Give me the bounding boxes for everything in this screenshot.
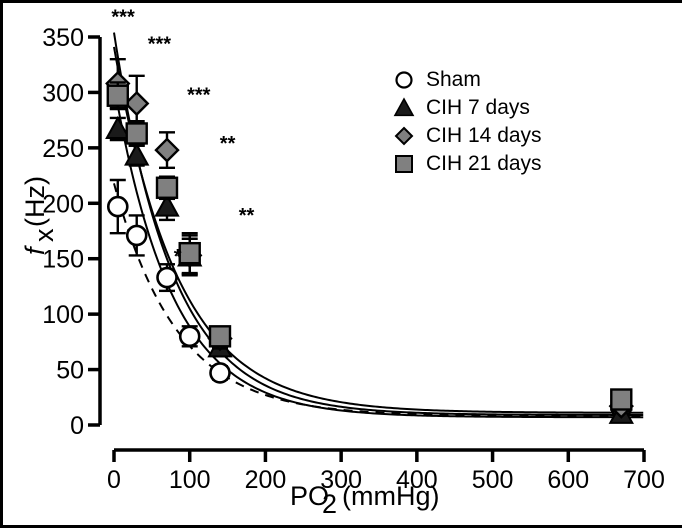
significance-marker: *: [174, 246, 182, 268]
x-axis-tick-labels: 0 100 200 300 400 500 600 700: [107, 466, 665, 494]
chart-legend: Sham CIH 7 days CIH 14 days CIH 21 days: [393, 68, 542, 175]
open-circle-marker: [395, 71, 413, 89]
x-axis-ticks: [112, 450, 646, 462]
y-axis-title-main: f: [20, 245, 50, 255]
series-sham: [106, 178, 633, 420]
x-axis: 0 100 200 300 400 500 600 700: [107, 448, 665, 494]
legend-item-cih-14-days[interactable]: CIH 14 days: [394, 124, 542, 147]
figure-border-top: [0, 0, 682, 3]
y-axis-title-subscript: x: [29, 228, 59, 242]
legend-item-label: CIH 7 days: [426, 96, 530, 119]
significance-marker: **: [220, 133, 236, 155]
gray-square-marker: [208, 325, 232, 348]
fit-curve-sham: [113, 183, 644, 418]
filled-triangle-marker: [124, 142, 150, 166]
x-tick-label: 400: [396, 466, 438, 494]
y-tick-label: 300: [42, 79, 84, 107]
data-series-layer: [105, 57, 634, 424]
y-tick-label: 50: [56, 357, 84, 385]
y-tick-label: 200: [42, 190, 84, 218]
filled-triangle-marker: [154, 193, 180, 217]
open-circle-marker: [209, 362, 231, 384]
gray-square-marker: [395, 155, 413, 173]
figure-border-bottom: [0, 525, 682, 528]
y-tick-label: 150: [42, 246, 84, 274]
gray-square-marker: [610, 388, 633, 411]
y-axis-title-unit: (Hz): [20, 176, 50, 227]
filled-triangle-marker: [105, 115, 131, 140]
gray-square-marker: [178, 241, 201, 265]
legend-item-sham[interactable]: Sham: [395, 68, 481, 91]
y-axis-title: f x (Hz): [20, 176, 59, 255]
gray-diamond-marker: [394, 126, 414, 146]
filled-triangle-marker: [393, 97, 415, 117]
significance-annotations: **************: [111, 7, 254, 268]
x-axis-title-main: PO: [290, 481, 329, 511]
x-tick-label: 200: [245, 466, 287, 494]
y-tick-label: 250: [42, 135, 84, 163]
gray-diamond-marker: [124, 90, 150, 117]
significance-marker: ***: [148, 33, 172, 55]
gray-diamond-marker: [154, 137, 180, 163]
fit-curve-cih-14-days: [113, 32, 644, 416]
series-cih-7-days: [105, 115, 634, 424]
fitted-curves: [113, 32, 644, 419]
gray-square-marker: [155, 176, 179, 199]
y-tick-label: 100: [42, 301, 84, 329]
x-axis-title: PO 2 (mmHg): [290, 481, 439, 519]
open-circle-marker: [178, 325, 201, 348]
significance-marker: ***: [111, 7, 135, 29]
fit-curve-cih-7-days: [113, 84, 644, 419]
gray-square-marker: [125, 122, 148, 145]
legend-item-label: CIH 14 days: [426, 124, 542, 147]
y-tick-label: 350: [42, 24, 84, 52]
legend-item-label: CIH 21 days: [426, 152, 542, 175]
gray-square-marker: [106, 84, 129, 107]
significance-marker: **: [239, 205, 255, 227]
legend-item-label: Sham: [426, 68, 481, 91]
legend-item-cih-21-days[interactable]: CIH 21 days: [395, 152, 542, 175]
legend-item-cih-7-days[interactable]: CIH 7 days: [393, 96, 530, 119]
y-tick-label: 0: [70, 412, 84, 440]
x-tick-label: 0: [107, 466, 121, 494]
x-tick-label: 700: [623, 466, 665, 494]
x-tick-label: 100: [169, 466, 211, 494]
figure-border-left: [0, 0, 3, 528]
x-axis-title-subscript: 2: [322, 489, 337, 519]
x-tick-label: 600: [547, 466, 589, 494]
y-axis: 0 50 100 150 200 250 300 350: [42, 24, 102, 440]
x-axis-title-unit: (mmHg): [342, 481, 439, 511]
significance-marker: ***: [187, 84, 211, 106]
x-tick-label: 500: [472, 466, 514, 494]
open-circle-marker: [156, 266, 178, 289]
open-circle-marker: [106, 195, 129, 218]
y-axis-tick-labels: 0 50 100 150 200 250 300 350: [42, 24, 84, 440]
series-cih-21-days: [106, 81, 633, 411]
open-circle-marker: [125, 224, 148, 247]
x-tick-label: 300: [320, 466, 362, 494]
y-axis-ticks: [88, 35, 100, 427]
fit-curve-cih-21-days: [113, 46, 644, 414]
